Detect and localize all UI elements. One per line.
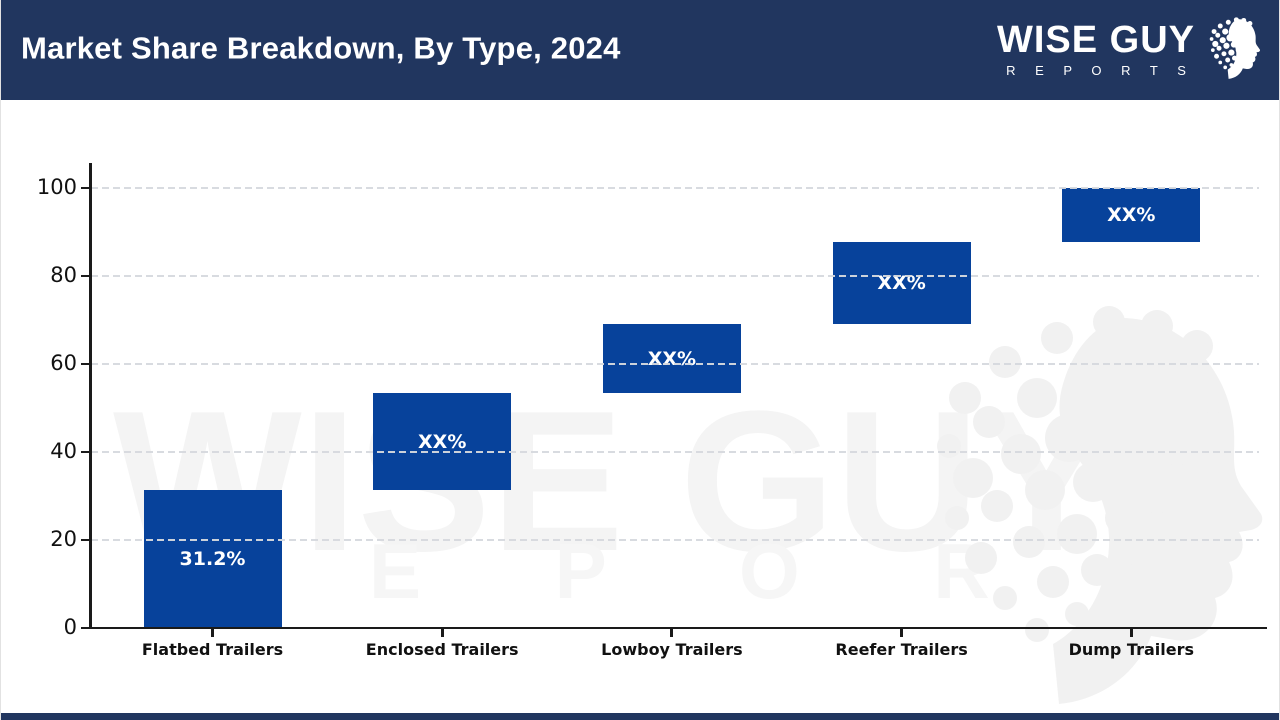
gridline	[91, 186, 1259, 189]
wiseguy-logo-text: WISE GUY R E P O R T S	[997, 21, 1195, 78]
x-tick-label: Flatbed Trailers	[141, 640, 284, 659]
footer-bar	[1, 713, 1279, 720]
x-tick-label: Dump Trailers	[1068, 640, 1195, 659]
logo-subtext: R E P O R T S	[1006, 63, 1194, 78]
y-tick-label: 60	[50, 350, 77, 375]
y-axis-spine	[89, 163, 92, 629]
x-axis-tick	[670, 629, 674, 637]
gridline	[91, 362, 1259, 365]
page-title: Market Share Breakdown, By Type, 2024	[21, 30, 621, 66]
y-axis-tick	[81, 274, 89, 277]
y-axis-tick	[81, 538, 89, 541]
bar-value-label: XX%	[647, 347, 697, 370]
watermark-face-icon	[937, 306, 1263, 704]
bar-dump-trailers: XX%	[1062, 187, 1201, 242]
bar-value-label: XX%	[418, 430, 467, 453]
y-tick-label: 100	[36, 174, 77, 199]
x-tick-label: Lowboy Trailers	[601, 640, 743, 659]
x-axis-tick	[900, 629, 904, 637]
y-tick-label: 80	[50, 262, 77, 287]
x-axis-tick	[211, 629, 214, 637]
logo-wordmark: WISE GUY	[996, 19, 1195, 61]
gridline	[91, 538, 1259, 541]
y-tick-label: 0	[63, 614, 77, 639]
x-axis-spine	[89, 626, 1267, 629]
bar-lowboy-trailers: XX%	[602, 324, 741, 394]
wiseguy-logo: WISE GUY R E P O R T S	[997, 13, 1263, 81]
bar-value-label: XX%	[877, 271, 926, 294]
header: Market Share Breakdown, By Type, 2024 WI…	[1, 0, 1279, 100]
x-axis-tick	[440, 629, 444, 637]
x-axis-tick	[1129, 629, 1133, 637]
watermark: WISE GUY R E P O R T S	[1, 100, 1279, 713]
y-axis-tick	[81, 626, 89, 629]
y-tick-label: 20	[50, 526, 77, 551]
y-axis-tick	[81, 362, 89, 365]
y-axis-tick	[81, 450, 89, 453]
y-tick-label: 40	[50, 438, 77, 463]
bar-value-label: XX%	[1107, 203, 1156, 226]
bar-value-label: 31.2%	[179, 547, 246, 570]
y-axis-tick	[81, 186, 89, 189]
gridline	[91, 274, 1259, 277]
x-tick-label: Reefer Trailers	[835, 640, 968, 659]
bar-reefer-trailers: XX%	[832, 241, 971, 325]
gridline	[91, 450, 1259, 453]
bar-flatbed-trailers: 31.2%	[143, 490, 282, 628]
x-tick-label: Enclosed Trailers	[365, 640, 519, 659]
wiseguy-face-icon	[1209, 17, 1261, 79]
bar-enclosed-trailers: XX%	[373, 393, 512, 491]
